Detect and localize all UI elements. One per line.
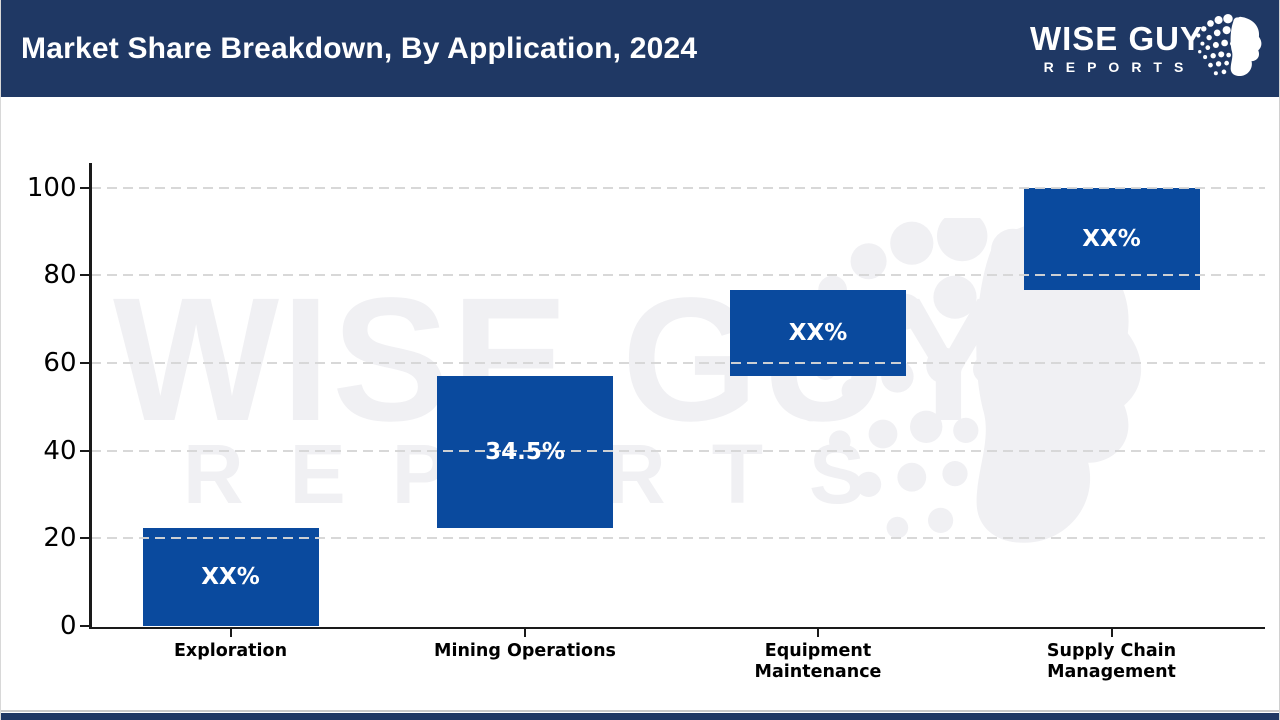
- bar: [1023, 187, 1200, 290]
- y-tick-mark: [80, 361, 89, 364]
- dotted-head-icon: [1196, 14, 1262, 77]
- y-tick-label: 40: [43, 435, 77, 466]
- category-label: Exploration: [173, 641, 288, 661]
- y-tick-label: 80: [43, 260, 77, 291]
- y-tick-mark: [80, 625, 89, 627]
- gridline: [90, 449, 1265, 452]
- category-label: Supply Chain Management: [1046, 641, 1177, 682]
- gridline: [90, 186, 1265, 189]
- logo-wordmark: WISE GUY: [1029, 20, 1203, 57]
- y-tick-mark: [80, 186, 89, 189]
- bar: [437, 376, 613, 528]
- header-band: Market Share Breakdown, By Application, …: [1, 0, 1279, 97]
- y-tick-label: 20: [43, 523, 77, 554]
- y-tick-mark: [80, 274, 89, 277]
- bar-value-label: 34.5%: [485, 439, 565, 466]
- y-tick-label: 100: [26, 172, 77, 203]
- x-tick-mark: [524, 628, 526, 637]
- y-tick-mark: [80, 537, 89, 540]
- gridline: [90, 361, 1265, 364]
- wiseguy-logo-text: WISE GUY REPORTS: [1030, 22, 1203, 76]
- category-label: Mining Operations: [434, 641, 616, 661]
- wiseguy-logo: WISE GUY REPORTS: [1030, 7, 1267, 91]
- gridline: [90, 274, 1265, 277]
- x-tick-mark: [817, 628, 819, 637]
- bar-value-label: XX%: [1082, 225, 1141, 252]
- footer-divider: [1, 710, 1279, 712]
- x-tick-mark: [1110, 628, 1113, 637]
- gridline: [90, 537, 1265, 540]
- chart-title: Market Share Breakdown, By Application, …: [21, 31, 698, 65]
- y-axis-spine: [89, 163, 92, 628]
- bar-value-label: XX%: [788, 320, 848, 347]
- bar-value-label: XX%: [201, 563, 260, 590]
- footer-band: [1, 713, 1279, 720]
- category-label: Equipment Maintenance: [754, 641, 882, 682]
- plot-area: 0 20 40 60 80 100 XX% Exploration 34.5% Mining Op…: [1, 97, 1279, 713]
- y-tick-label: 60: [43, 347, 77, 378]
- x-tick-mark: [229, 628, 232, 637]
- y-tick-mark: [80, 449, 89, 452]
- y-tick-label: 0: [59, 611, 77, 641]
- x-axis-spine: [89, 626, 1265, 629]
- logo-subtitle: REPORTS: [1043, 59, 1196, 75]
- bar: [142, 527, 319, 626]
